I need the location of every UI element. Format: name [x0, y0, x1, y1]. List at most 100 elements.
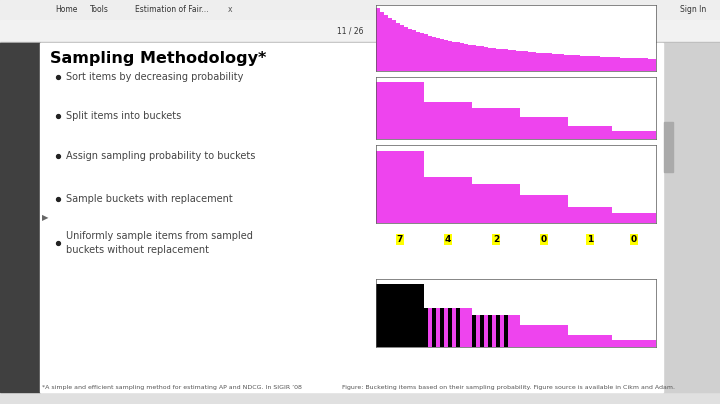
Bar: [444, 308, 448, 347]
Bar: [405, 27, 408, 71]
Bar: [629, 340, 631, 347]
Bar: [549, 53, 552, 71]
Bar: [452, 177, 456, 223]
Bar: [640, 340, 644, 347]
Bar: [480, 108, 484, 139]
Bar: [516, 108, 520, 139]
Text: Estimation of Fair...: Estimation of Fair...: [135, 6, 209, 15]
Bar: [388, 151, 392, 223]
Bar: [552, 195, 556, 223]
Bar: [524, 325, 528, 347]
Bar: [644, 213, 648, 223]
Bar: [596, 335, 600, 347]
Bar: [488, 184, 492, 223]
Bar: [549, 195, 552, 223]
Bar: [513, 184, 516, 223]
Bar: [496, 108, 500, 139]
Bar: [420, 33, 423, 71]
Bar: [405, 284, 408, 347]
Bar: [456, 102, 459, 139]
Bar: [585, 207, 588, 223]
Bar: [444, 102, 448, 139]
Bar: [436, 38, 440, 71]
Bar: [492, 48, 495, 71]
Bar: [640, 58, 644, 71]
Bar: [621, 340, 624, 347]
Bar: [624, 58, 628, 71]
Bar: [560, 325, 564, 347]
Bar: [464, 102, 468, 139]
Bar: [663, 43, 720, 392]
Bar: [449, 308, 451, 347]
Bar: [460, 308, 464, 347]
Bar: [549, 325, 552, 347]
Bar: [436, 102, 440, 139]
Bar: [405, 151, 408, 223]
Bar: [588, 335, 592, 347]
Text: Sample buckets with replacement: Sample buckets with replacement: [66, 194, 233, 204]
Bar: [460, 102, 464, 139]
Bar: [485, 108, 487, 139]
Bar: [420, 151, 423, 223]
Bar: [632, 131, 636, 139]
Bar: [593, 126, 595, 139]
Bar: [492, 184, 495, 223]
Bar: [636, 58, 639, 71]
Bar: [384, 15, 387, 71]
Bar: [413, 30, 415, 71]
Bar: [600, 207, 603, 223]
Bar: [485, 47, 487, 71]
Text: Sort items by decreasing probability: Sort items by decreasing probability: [66, 72, 243, 82]
Bar: [432, 37, 436, 71]
Bar: [485, 184, 487, 223]
Bar: [408, 151, 412, 223]
Bar: [416, 284, 420, 347]
Bar: [648, 59, 652, 71]
Bar: [468, 102, 472, 139]
Bar: [644, 131, 648, 139]
Bar: [652, 59, 656, 71]
Bar: [504, 49, 508, 71]
Bar: [384, 82, 387, 139]
Bar: [608, 207, 612, 223]
Bar: [416, 32, 420, 71]
Bar: [536, 53, 540, 71]
Bar: [636, 340, 639, 347]
Bar: [0, 42, 720, 43]
Bar: [480, 46, 484, 71]
Bar: [524, 195, 528, 223]
Bar: [441, 177, 444, 223]
Bar: [477, 315, 480, 347]
Bar: [516, 184, 520, 223]
Bar: [504, 108, 508, 139]
Text: Split items into buckets: Split items into buckets: [66, 111, 181, 121]
Bar: [508, 315, 512, 347]
Bar: [552, 117, 556, 139]
Bar: [608, 57, 612, 71]
Bar: [557, 195, 559, 223]
Bar: [572, 55, 576, 71]
Bar: [496, 184, 500, 223]
Bar: [400, 25, 404, 71]
Bar: [544, 195, 548, 223]
Bar: [580, 126, 584, 139]
Bar: [405, 82, 408, 139]
Text: Sampling Methodology*: Sampling Methodology*: [50, 51, 266, 66]
Bar: [449, 177, 451, 223]
Bar: [480, 315, 484, 347]
Bar: [604, 207, 608, 223]
Bar: [568, 126, 572, 139]
Text: Home: Home: [55, 6, 77, 15]
Bar: [596, 207, 600, 223]
Bar: [612, 131, 616, 139]
Bar: [560, 54, 564, 71]
Bar: [568, 55, 572, 71]
Bar: [621, 131, 624, 139]
Bar: [456, 42, 459, 71]
Bar: [449, 41, 451, 71]
Bar: [488, 48, 492, 71]
Bar: [428, 308, 432, 347]
Bar: [564, 55, 567, 71]
Bar: [600, 335, 603, 347]
Bar: [528, 52, 531, 71]
